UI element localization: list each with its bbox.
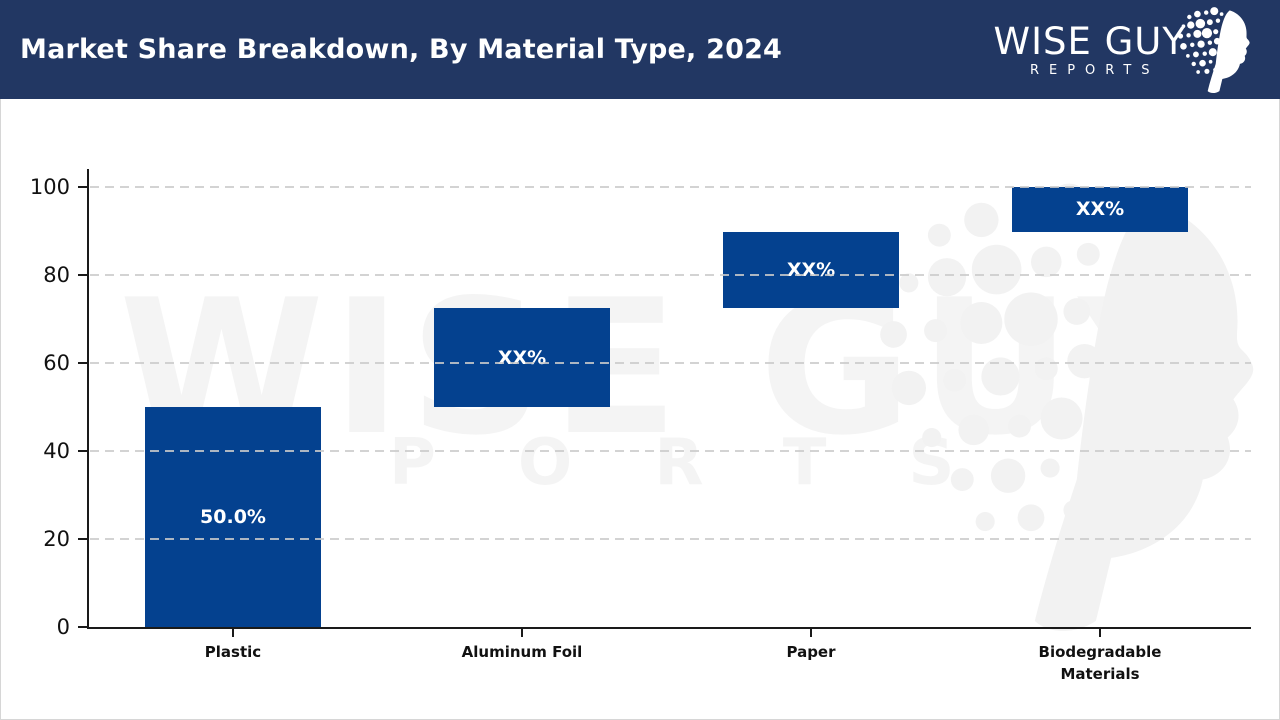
y-gridline xyxy=(90,274,1251,276)
y-axis-tick xyxy=(78,538,87,540)
y-axis-tick xyxy=(78,450,87,452)
x-axis-label-biodegradable-materials: Biodegradable Materials xyxy=(1038,643,1162,683)
y-axis-tick xyxy=(78,626,87,628)
watermark-head-icon xyxy=(880,183,1254,631)
watermark-text-line2: PORTS xyxy=(389,431,1036,495)
y-axis-tick xyxy=(78,274,87,276)
y-axis-tick-label: 20 xyxy=(43,527,70,551)
logo-wordmark: WISE GUY REPORTS xyxy=(994,23,1186,77)
x-axis-line xyxy=(87,627,1251,629)
y-gridline xyxy=(90,538,1251,540)
bar-value-label: XX% xyxy=(497,346,547,369)
x-axis-tick xyxy=(521,629,523,637)
bar-biodegradable-materials: XX% xyxy=(1012,187,1188,232)
bar-value-label: 50.0% xyxy=(200,506,266,528)
x-axis-tick xyxy=(810,629,812,637)
logo-line1: WISE GUY xyxy=(993,19,1186,63)
y-axis-tick-label: 0 xyxy=(56,615,70,639)
y-axis-tick-label: 40 xyxy=(43,439,70,463)
bar-value-label: XX% xyxy=(1075,198,1125,221)
chart-area: WISE GUY PORTS 02040608010050.0%PlasticX… xyxy=(0,99,1280,720)
logo-head-icon xyxy=(1177,6,1250,93)
x-axis-label-aluminum-foil: Aluminum Foil xyxy=(461,643,583,661)
wise-guy-logo: WISE GUY REPORTS xyxy=(994,6,1258,94)
y-gridline xyxy=(90,362,1251,364)
y-axis-tick xyxy=(78,362,87,364)
bar-value-label: XX% xyxy=(786,258,836,281)
x-axis-label-paper: Paper xyxy=(786,643,836,661)
y-axis-tick-label: 60 xyxy=(43,351,70,375)
bar-aluminum-foil: XX% xyxy=(434,308,610,407)
y-axis-tick xyxy=(78,186,87,188)
x-axis-tick xyxy=(232,629,234,637)
x-axis-label-plastic: Plastic xyxy=(204,643,262,661)
y-axis-line xyxy=(87,169,89,629)
bar-plastic: 50.0% xyxy=(145,407,321,627)
page-title: Market Share Breakdown, By Material Type… xyxy=(20,34,783,65)
y-gridline xyxy=(90,186,1251,188)
y-axis-tick-label: 100 xyxy=(29,175,70,199)
x-axis-tick xyxy=(1099,629,1101,637)
bar-paper: XX% xyxy=(723,231,899,308)
logo-line2: REPORTS xyxy=(1029,62,1160,78)
y-gridline xyxy=(90,450,1251,452)
y-axis-tick-label: 80 xyxy=(43,263,70,287)
header-bar: Market Share Breakdown, By Material Type… xyxy=(0,0,1280,99)
